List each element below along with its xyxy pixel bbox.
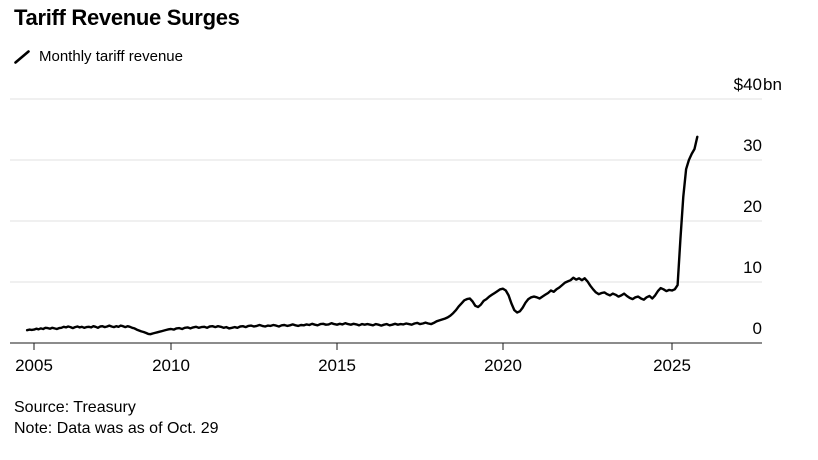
chart-footer: Source: Treasury Note: Data was as of Oc… [14,397,219,439]
x-axis-tick-label: 2020 [484,356,522,375]
data-note: Note: Data was as of Oct. 29 [14,420,219,437]
y-axis-unit-suffix: bn [763,75,782,94]
y-axis-tick-label: 20 [743,197,762,216]
y-axis-tick-label: $40 [734,75,762,94]
y-axis-tick-label: 0 [753,319,762,338]
chart-legend: Monthly tariff revenue [14,48,183,65]
line-series-slash-icon [14,49,30,64]
chart-title: Tariff Revenue Surges [14,5,240,30]
y-axis-tick-label: 30 [743,136,762,155]
source-note: Source: Treasury [14,399,136,416]
monthly-tariff-revenue-line [25,135,699,336]
legend-label: Monthly tariff revenue [39,48,183,65]
x-axis-tick-label: 2005 [15,356,53,375]
x-axis-tick-label: 2010 [152,356,190,375]
x-axis-tick-label: 2025 [653,356,691,375]
y-axis-tick-label: 10 [743,258,762,277]
x-axis-tick-label: 2015 [318,356,356,375]
